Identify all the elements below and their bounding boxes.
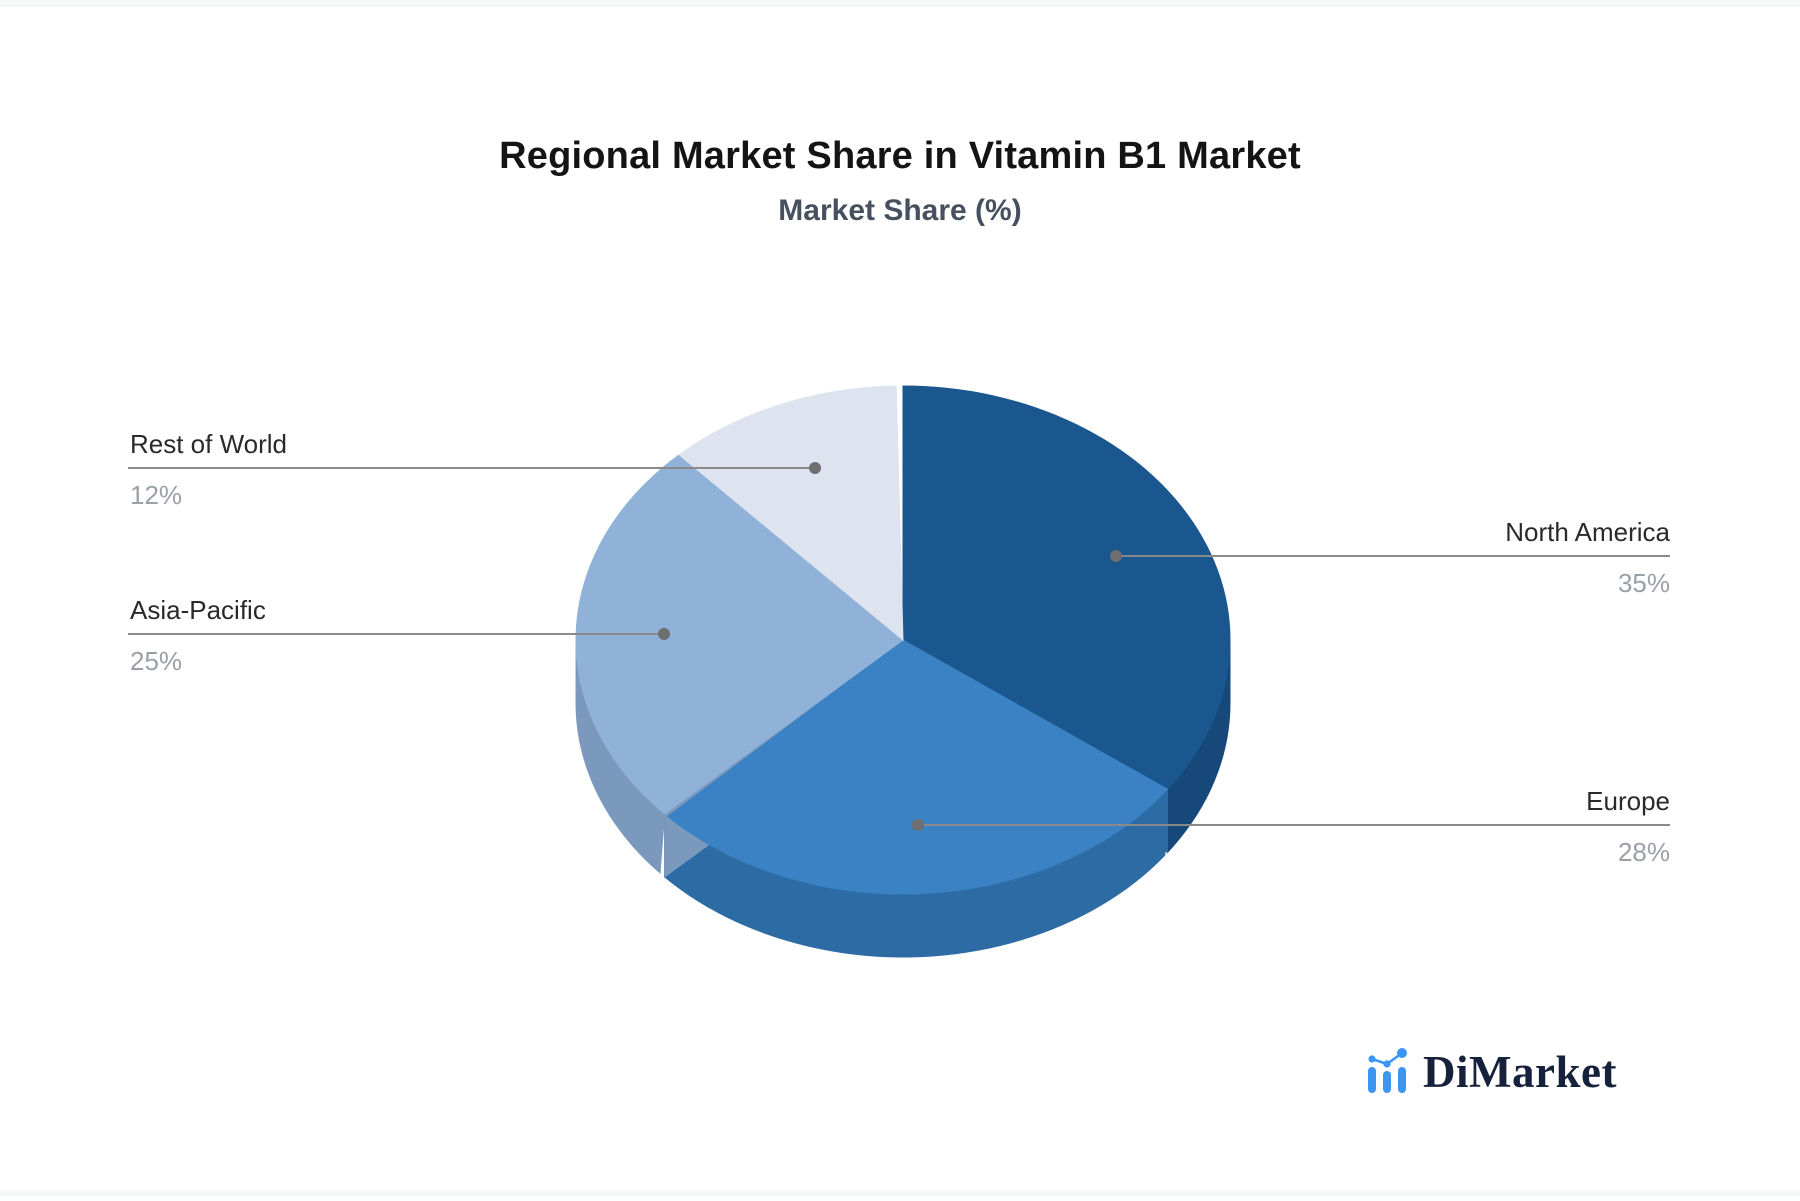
leader-dot: [809, 462, 821, 474]
leader-dot: [658, 628, 670, 640]
brand-name: DiMarket: [1423, 1047, 1617, 1097]
chart-header: Regional Market Share in Vitamin B1 Mark…: [0, 5, 1800, 228]
pie-slice-north-america: [902, 385, 1231, 790]
pie-slice-rest-of-world: [678, 385, 904, 642]
brand-logo: DiMarket: [1366, 1045, 1617, 1095]
page-top-border: [0, 5, 1800, 6]
bar-chart-trend-icon: [1368, 1048, 1407, 1093]
pie-slice-europe: [666, 639, 1169, 895]
chart-title: Regional Market Share in Vitamin B1 Mark…: [499, 135, 1301, 177]
leader-dot: [1110, 550, 1122, 562]
pie-chart: [128, 385, 1670, 958]
chart-subtitle: Market Share (%): [778, 194, 1022, 227]
pie-slice-asia-pacific: [575, 454, 904, 815]
leader-dot: [912, 819, 924, 831]
